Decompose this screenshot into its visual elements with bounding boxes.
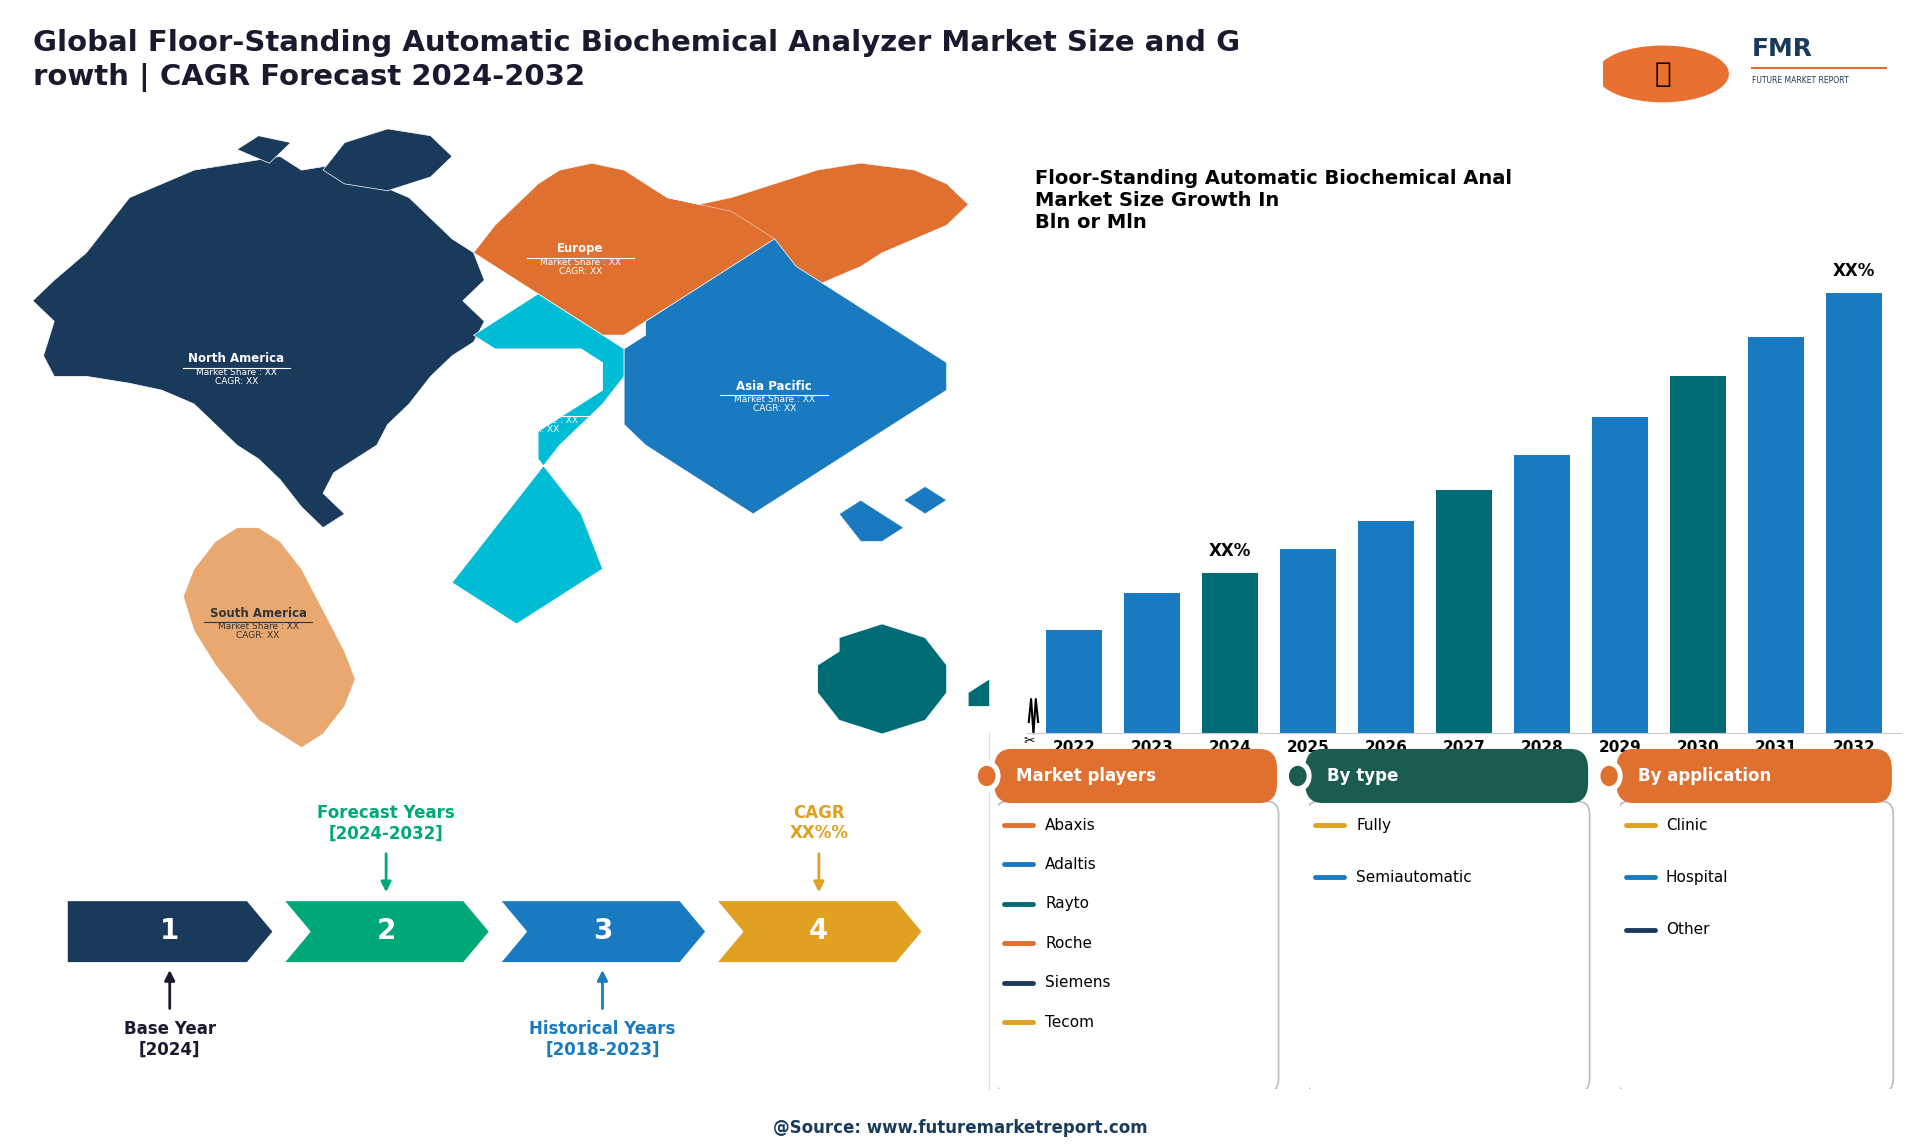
Circle shape xyxy=(1284,761,1311,791)
Text: Market Share : XX: Market Share : XX xyxy=(196,368,276,377)
Bar xyxy=(1123,594,1181,733)
Text: Market players: Market players xyxy=(1016,767,1156,785)
Text: CAGR: XX: CAGR: XX xyxy=(516,425,559,434)
Circle shape xyxy=(1290,767,1306,785)
Text: 🏃: 🏃 xyxy=(1655,60,1670,88)
Text: Siemens: Siemens xyxy=(1044,975,1110,990)
Text: South America: South America xyxy=(209,606,307,620)
FancyBboxPatch shape xyxy=(1306,749,1588,803)
Bar xyxy=(1747,337,1805,733)
Text: CAGR: XX: CAGR: XX xyxy=(236,631,280,641)
FancyBboxPatch shape xyxy=(995,749,1277,803)
Circle shape xyxy=(979,767,995,785)
Text: By type: By type xyxy=(1327,767,1398,785)
FancyBboxPatch shape xyxy=(1617,749,1891,803)
Text: 1: 1 xyxy=(159,917,179,945)
Text: 4: 4 xyxy=(808,917,829,945)
Text: Global Floor-Standing Automatic Biochemical Analyzer Market Size and G
rowth | C: Global Floor-Standing Automatic Biochemi… xyxy=(33,29,1240,92)
Bar xyxy=(1592,417,1647,733)
Text: Other: Other xyxy=(1667,923,1709,937)
Text: 3: 3 xyxy=(593,917,612,945)
Text: FMR: FMR xyxy=(1751,37,1812,61)
Bar xyxy=(1202,573,1258,733)
Text: Market Share : XX: Market Share : XX xyxy=(733,395,814,405)
Text: Semiautomatic: Semiautomatic xyxy=(1356,870,1473,885)
Bar xyxy=(1436,489,1492,733)
Bar xyxy=(1670,376,1726,733)
Text: ✂: ✂ xyxy=(1023,733,1035,748)
Text: 2: 2 xyxy=(376,917,396,945)
Text: CAGR: XX: CAGR: XX xyxy=(559,267,603,276)
Text: Tecom: Tecom xyxy=(1044,1014,1094,1030)
Text: XX%: XX% xyxy=(1834,262,1876,281)
Text: Abaxis: Abaxis xyxy=(1044,817,1096,832)
Text: FUTURE MARKET REPORT: FUTURE MARKET REPORT xyxy=(1751,76,1849,85)
Text: Base Year
[2024]: Base Year [2024] xyxy=(123,1020,215,1059)
Text: Roche: Roche xyxy=(1044,936,1092,951)
Bar xyxy=(1826,292,1882,733)
Text: Hospital: Hospital xyxy=(1667,870,1728,885)
Text: @Source: www.futuremarketreport.com: @Source: www.futuremarketreport.com xyxy=(772,1118,1148,1137)
Bar xyxy=(1357,520,1413,733)
Text: Floor-Standing Automatic Biochemical Anal
Market Size Growth In
Bln or Mln: Floor-Standing Automatic Biochemical Ana… xyxy=(1035,170,1513,233)
Text: MEA: MEA xyxy=(522,400,553,414)
Text: CAGR: XX: CAGR: XX xyxy=(215,377,257,386)
Text: Europe: Europe xyxy=(557,242,605,256)
Text: Adaltis: Adaltis xyxy=(1044,857,1096,872)
Bar xyxy=(1046,630,1102,733)
Bar xyxy=(1513,455,1571,733)
Text: Fully: Fully xyxy=(1356,817,1392,832)
Text: By application: By application xyxy=(1638,767,1770,785)
Bar xyxy=(1281,549,1336,733)
Text: Historical Years
[2018-2023]: Historical Years [2018-2023] xyxy=(530,1020,676,1059)
Text: CAGR
XX%%: CAGR XX%% xyxy=(789,803,849,842)
Circle shape xyxy=(973,761,1000,791)
Text: Market Share : XX: Market Share : XX xyxy=(217,622,298,631)
Text: Market Share : XX: Market Share : XX xyxy=(497,416,578,425)
Text: CAGR: XX: CAGR: XX xyxy=(753,405,795,414)
Text: Clinic: Clinic xyxy=(1667,817,1707,832)
Text: Forecast Years
[2024-2032]: Forecast Years [2024-2032] xyxy=(317,803,455,842)
Text: North America: North America xyxy=(188,352,284,366)
Text: XX%: XX% xyxy=(1210,542,1252,560)
Text: Asia Pacific: Asia Pacific xyxy=(735,379,812,393)
Text: Market Share : XX: Market Share : XX xyxy=(540,258,620,267)
Text: Rayto: Rayto xyxy=(1044,896,1089,911)
Circle shape xyxy=(1596,761,1622,791)
Circle shape xyxy=(1601,767,1617,785)
Circle shape xyxy=(1597,46,1728,102)
